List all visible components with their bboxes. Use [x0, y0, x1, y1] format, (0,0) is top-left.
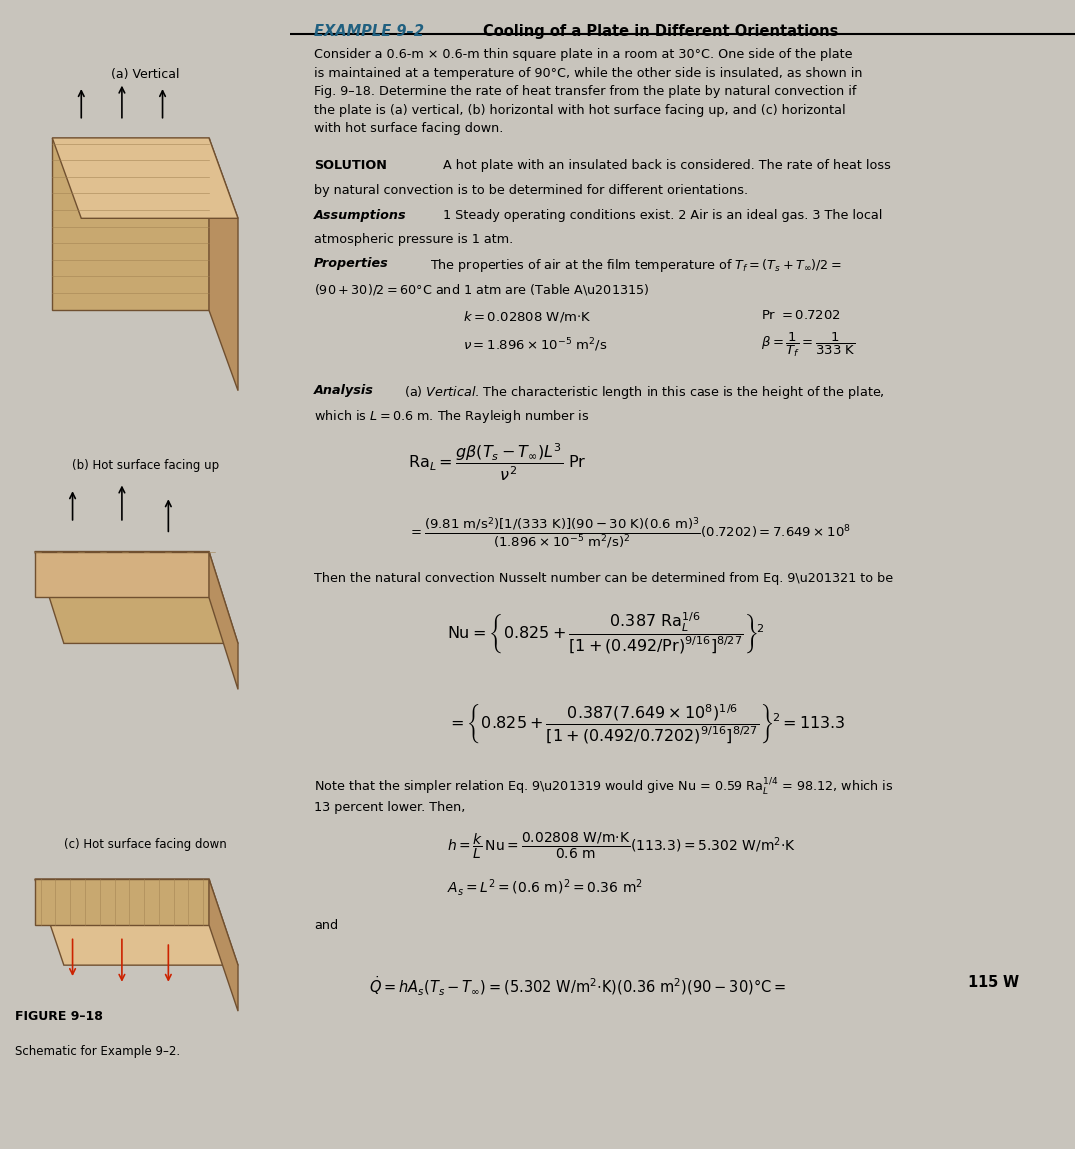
Text: $\mathbf{115\ W}$: $\mathbf{115\ W}$: [966, 974, 1020, 990]
Text: Pr $= 0.7202$: Pr $= 0.7202$: [761, 309, 841, 322]
Text: Note that the simpler relation Eq. 9\u201319 would give Nu = 0.59 Ra$_L^{1/4}$ =: Note that the simpler relation Eq. 9\u20…: [314, 776, 893, 796]
Polygon shape: [34, 552, 209, 597]
Text: $\nu = 1.896 \times 10^{-5}$ m$^2$/s: $\nu = 1.896 \times 10^{-5}$ m$^2$/s: [463, 337, 607, 354]
Text: EXAMPLE 9–2: EXAMPLE 9–2: [314, 24, 424, 39]
Text: Analysis: Analysis: [314, 384, 374, 396]
Polygon shape: [53, 138, 209, 310]
Text: Cooling of a Plate in Different Orientations: Cooling of a Plate in Different Orientat…: [483, 24, 837, 39]
Text: (a) Vertical: (a) Vertical: [111, 68, 180, 82]
Text: $(90+30)/2 = 60°$C and 1 atm are (Table A\u201315): $(90+30)/2 = 60°$C and 1 atm are (Table …: [314, 282, 649, 296]
Text: 1 Steady operating conditions exist. 2 Air is an ideal gas. 3 The local: 1 Steady operating conditions exist. 2 A…: [435, 209, 883, 222]
Text: atmospheric pressure is 1 atm.: atmospheric pressure is 1 atm.: [314, 233, 513, 246]
Text: Properties: Properties: [314, 257, 388, 270]
Polygon shape: [209, 138, 238, 391]
Text: $\mathrm{Nu} = \left\{0.825 + \dfrac{0.387\ \mathrm{Ra}_L^{1/6}}{[1+(0.492/\math: $\mathrm{Nu} = \left\{0.825 + \dfrac{0.3…: [447, 611, 765, 656]
Text: $A_s = L^2 = (0.6\ \mathrm{m})^2 = 0.36\ \mathrm{m}^2$: $A_s = L^2 = (0.6\ \mathrm{m})^2 = 0.36\…: [447, 877, 643, 897]
Polygon shape: [53, 138, 238, 218]
Polygon shape: [34, 879, 238, 965]
Text: Consider a 0.6-m × 0.6-m thin square plate in a room at 30°C. One side of the pl: Consider a 0.6-m × 0.6-m thin square pla…: [314, 48, 862, 136]
Text: The properties of air at the film temperature of $T_f = (T_s + T_\infty)/2=$: The properties of air at the film temper…: [422, 257, 842, 275]
Text: which is $L = 0.6$ m. The Rayleigh number is: which is $L = 0.6$ m. The Rayleigh numbe…: [314, 408, 589, 425]
Text: $\dot{Q} = hA_s(T_s - T_\infty) = (5.302\ \mathrm{W/m^2{\cdot}K})(0.36\ \mathrm{: $\dot{Q} = hA_s(T_s - T_\infty) = (5.302…: [369, 974, 786, 997]
Polygon shape: [209, 552, 238, 689]
Polygon shape: [34, 879, 209, 925]
Text: $= \left\{0.825 + \dfrac{0.387(7.649 \times 10^8)^{1/6}}{[1+(0.492/0.7202)^{9/16: $= \left\{0.825 + \dfrac{0.387(7.649 \ti…: [447, 701, 846, 745]
Text: SOLUTION: SOLUTION: [314, 159, 387, 171]
Text: (a) $\it{Vertical}$. The characteristic length in this case is the height of the: (a) $\it{Vertical}$. The characteristic …: [397, 384, 885, 401]
Text: (b) Hot surface facing up: (b) Hot surface facing up: [72, 458, 218, 472]
Text: $k = 0.02808$ W/m$\cdot$K: $k = 0.02808$ W/m$\cdot$K: [463, 309, 591, 324]
Text: Then the natural convection Nusselt number can be determined from Eq. 9\u201321 : Then the natural convection Nusselt numb…: [314, 572, 893, 585]
Text: $\beta = \dfrac{1}{T_f} = \dfrac{1}{333\ \mathrm{K}}$: $\beta = \dfrac{1}{T_f} = \dfrac{1}{333\…: [761, 331, 856, 360]
Polygon shape: [209, 879, 238, 1011]
Text: Assumptions: Assumptions: [314, 209, 406, 222]
Text: (c) Hot surface facing down: (c) Hot surface facing down: [63, 838, 227, 851]
Text: Schematic for Example 9–2.: Schematic for Example 9–2.: [15, 1044, 180, 1058]
Text: 13 percent lower. Then,: 13 percent lower. Then,: [314, 801, 465, 813]
Polygon shape: [34, 552, 238, 643]
Text: $h = \dfrac{k}{L}\,\mathrm{Nu} = \dfrac{0.02808\ \mathrm{W/m{\cdot}K}}{0.6\ \mat: $h = \dfrac{k}{L}\,\mathrm{Nu} = \dfrac{…: [447, 831, 797, 861]
Text: and: and: [314, 919, 338, 932]
Text: A hot plate with an insulated back is considered. The rate of heat loss: A hot plate with an insulated back is co…: [435, 159, 891, 171]
Text: $\mathrm{Ra}_L = \dfrac{g\beta(T_s - T_\infty)L^3}{\nu^2}\ \mathrm{Pr}$: $\mathrm{Ra}_L = \dfrac{g\beta(T_s - T_\…: [408, 441, 587, 483]
Text: by natural convection is to be determined for different orientations.: by natural convection is to be determine…: [314, 184, 748, 196]
Text: $= \dfrac{(9.81\ \mathrm{m/s^2})[1/(333\ \mathrm{K})](90 - 30\ \mathrm{K})(0.6\ : $= \dfrac{(9.81\ \mathrm{m/s^2})[1/(333\…: [408, 515, 850, 549]
Text: FIGURE 9–18: FIGURE 9–18: [15, 1010, 102, 1024]
